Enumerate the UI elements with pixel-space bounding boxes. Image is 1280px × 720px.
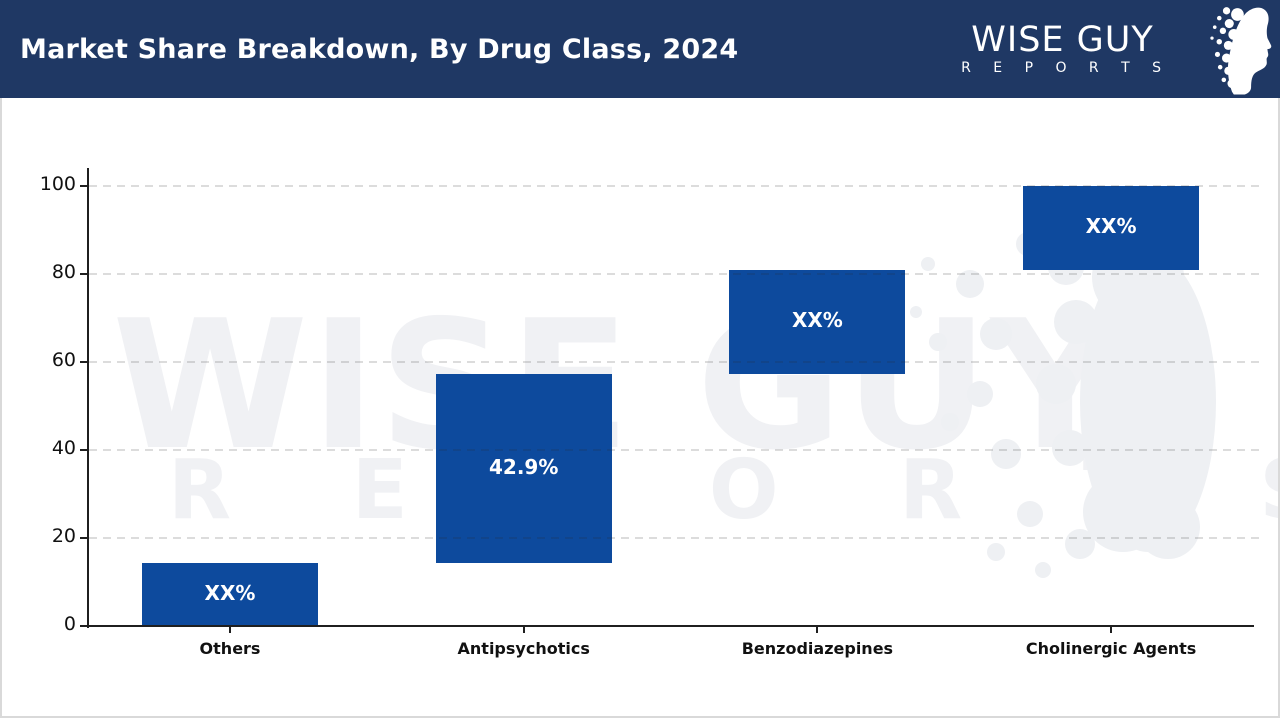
bar [142, 563, 318, 626]
y-tick [80, 449, 88, 451]
y-tick-label: 100 [39, 173, 76, 195]
bar-label: XX% [791, 307, 843, 332]
bar [729, 269, 906, 375]
y-tick-label: 80 [51, 261, 76, 283]
y-tick [80, 273, 88, 275]
x-category-label: Others [199, 639, 261, 658]
gridline [89, 361, 1262, 363]
gridline [89, 185, 1262, 187]
watermark-head-icon [910, 222, 1216, 578]
y-tick-label: 20 [51, 525, 76, 547]
bar [435, 374, 612, 564]
brand-wordmark: WISE GUY R E P O R T S [955, 20, 1170, 76]
y-tick [80, 185, 88, 187]
header-bar: Market Share Breakdown, By Drug Class, 2… [0, 0, 1280, 98]
bar-label: XX% [1085, 213, 1137, 238]
bar-label: XX% [204, 580, 256, 605]
y-tick-label: 0 [63, 613, 76, 635]
bar [1023, 186, 1200, 270]
x-tick [1110, 627, 1113, 633]
x-tick [229, 627, 231, 633]
y-tick [80, 537, 88, 539]
x-axis [87, 625, 1254, 627]
x-tick [816, 627, 819, 633]
x-category-label: Cholinergic Agents [1025, 639, 1197, 658]
y-tick-label: 40 [51, 437, 76, 459]
y-tick [80, 625, 88, 627]
x-tick [522, 627, 525, 633]
gridline [89, 449, 1262, 451]
y-tick [80, 361, 88, 363]
bar-label: 42.9% [488, 454, 559, 479]
gridline [89, 273, 1262, 275]
brand-name: WISE GUY [971, 20, 1154, 60]
x-category-label: Antipsychotics [457, 639, 590, 658]
y-axis [87, 168, 89, 628]
x-category-label: Benzodiazepines [741, 639, 894, 658]
watermark-wordmark: WISE GUY [112, 282, 1122, 489]
page-title: Market Share Breakdown, By Drug Class, 2… [20, 33, 739, 65]
gridline [89, 537, 1262, 539]
brand-tagline: R E P O R T S [961, 60, 1170, 76]
brand-logo: WISE GUY R E P O R T S [955, 3, 1272, 95]
brand-head-icon [1210, 7, 1272, 95]
y-tick-label: 60 [51, 349, 76, 371]
